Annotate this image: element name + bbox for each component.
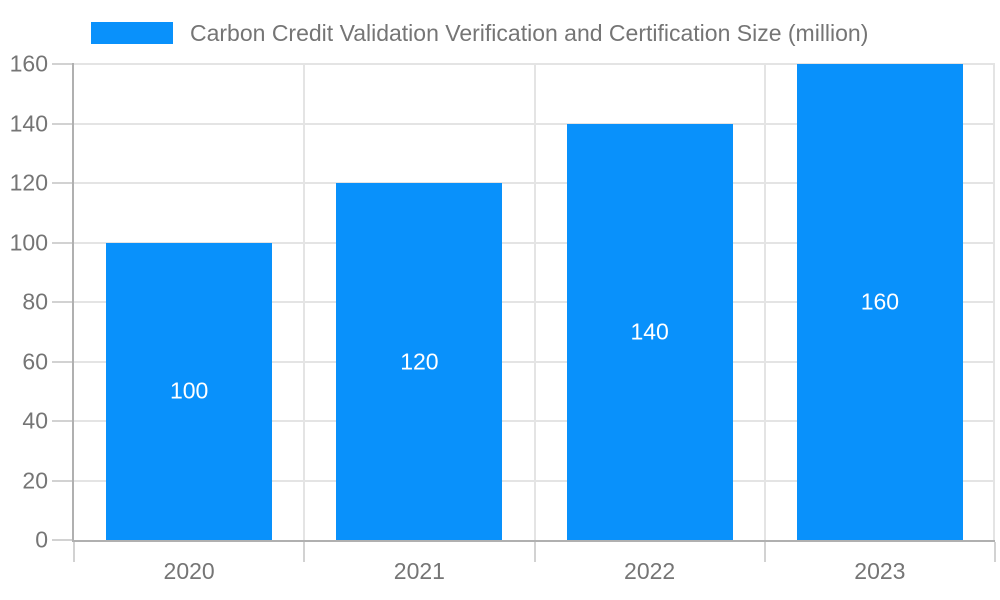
- bar-value-label: 120: [400, 348, 439, 374]
- x-axis-tick: [763, 542, 766, 562]
- y-axis-tick: [52, 420, 72, 422]
- x-axis-tick-label: 2021: [393, 558, 445, 584]
- y-axis-tick-label: 60: [22, 348, 48, 374]
- bar: 120: [336, 183, 503, 540]
- y-axis-tick-label: 20: [22, 467, 48, 493]
- gridline-vertical: [763, 64, 766, 540]
- bar-value-label: 100: [169, 377, 209, 404]
- plot-area: 100 120 140 160: [74, 63, 995, 540]
- y-axis-tick: [52, 479, 72, 482]
- x-axis-tick-label: 2023: [854, 558, 906, 584]
- legend-label: Carbon Credit Validation Verification an…: [190, 20, 869, 46]
- y-axis-tick: [52, 182, 72, 184]
- y-axis-tick-label: 40: [22, 407, 48, 434]
- bar-value-label: 140: [630, 318, 669, 345]
- x-axis-tick-label: 2022: [624, 558, 676, 584]
- y-axis-tick: [52, 63, 72, 65]
- y-axis-line: [72, 63, 74, 542]
- y-axis-tick-label: 80: [22, 288, 48, 315]
- y-axis-tick-label: 160: [9, 50, 48, 77]
- y-axis-tick-label: 100: [9, 229, 48, 255]
- x-axis-tick: [73, 542, 75, 562]
- x-axis-tick: [303, 542, 306, 562]
- y-axis-tick: [52, 360, 72, 363]
- legend: Carbon Credit Validation Verification an…: [91, 20, 869, 46]
- y-axis-tick-label: 0: [35, 526, 48, 553]
- gridline-vertical: [533, 64, 536, 540]
- y-axis-tick: [52, 539, 72, 541]
- legend-swatch: [91, 22, 173, 44]
- bar: 100: [106, 242, 273, 540]
- x-axis-tick-label: 2020: [163, 558, 215, 584]
- gridline-vertical: [303, 64, 306, 540]
- y-axis-tick-label: 120: [9, 169, 48, 196]
- y-axis-tick: [52, 301, 72, 303]
- bar-value-label: 160: [860, 288, 900, 315]
- x-axis-tick: [533, 542, 536, 562]
- x-axis-tick: [994, 542, 996, 562]
- bar: 140: [566, 123, 733, 540]
- y-axis-tick-label: 140: [9, 110, 48, 136]
- bar: 160: [796, 64, 963, 540]
- y-axis-tick: [52, 241, 72, 244]
- x-axis-line: [72, 540, 995, 542]
- plot-right-border: [993, 64, 995, 540]
- y-axis-tick: [52, 122, 72, 125]
